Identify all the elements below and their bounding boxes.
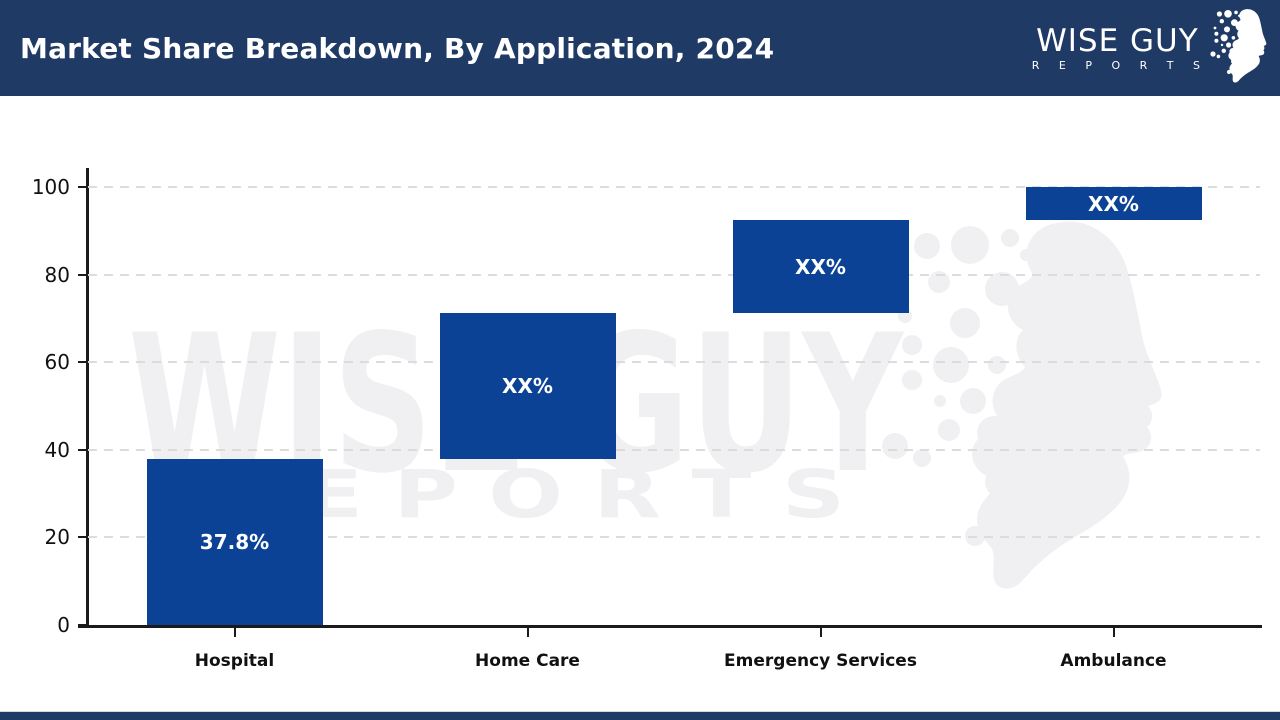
y-axis-line <box>86 168 89 627</box>
x-tick <box>1112 628 1115 637</box>
footer-bar <box>0 712 1280 720</box>
x-tick <box>819 628 822 637</box>
dotted-head-icon <box>1210 8 1270 88</box>
y-tick-label-20: 20 <box>44 525 70 550</box>
y-tick-60 <box>78 361 87 364</box>
x-tick-label: Ambulance <box>1060 651 1167 671</box>
y-tick-label-0: 0 <box>57 613 70 637</box>
bottom-divider <box>0 710 1280 712</box>
brand-logo: WISE GUY R E P O R T S <box>1027 8 1270 88</box>
y-tick-20 <box>78 536 87 539</box>
bar-value-label: XX% <box>502 374 553 399</box>
bar-hospital: 37.8% <box>146 459 323 625</box>
y-tick-100 <box>78 186 87 188</box>
y-tick-80 <box>78 273 87 276</box>
chart-area: WISE GUY R E P O R T S 0 20 40 60 80 100 Hospi… <box>0 96 1280 712</box>
header: Market Share Breakdown, By Application, … <box>0 0 1280 96</box>
plot-area: 0 20 40 60 80 100 Hospital Home Care Emergency S… <box>32 168 1262 671</box>
y-tick-40 <box>78 448 87 451</box>
bar-emergency-services: XX% <box>732 220 909 314</box>
x-tick-label: Home Care <box>475 651 580 671</box>
y-tick-0 <box>78 624 87 626</box>
y-tick-label-40: 40 <box>44 437 70 462</box>
gridline-80 <box>88 273 1260 276</box>
gridline-20 <box>88 536 1260 539</box>
y-tick-label-100: 100 <box>31 175 70 199</box>
x-axis-line <box>78 625 1262 628</box>
brand-subname: R E P O R T S <box>1031 59 1208 72</box>
gridline-60 <box>88 361 1260 364</box>
bar-value-label: XX% <box>1088 191 1139 216</box>
x-tick <box>233 628 236 637</box>
y-tick-label-80: 80 <box>44 262 70 287</box>
bar-ambulance: XX% <box>1025 187 1202 221</box>
x-tick-label: Hospital <box>194 651 275 671</box>
x-tick-label: Emergency Services <box>724 651 917 671</box>
gridline-40 <box>88 448 1260 451</box>
bar-value-label: 37.8% <box>199 530 270 555</box>
brand-name: WISE GUY <box>1036 23 1199 59</box>
brand-wordmark: WISE GUY R E P O R T S <box>1027 24 1208 72</box>
x-tick <box>526 628 529 637</box>
page-title: Market Share Breakdown, By Application, … <box>20 31 775 65</box>
y-tick-label-60: 60 <box>44 350 70 375</box>
bar-home-care: XX% <box>439 313 616 460</box>
bar-value-label: XX% <box>795 254 846 279</box>
gridline-100 <box>88 186 1260 188</box>
